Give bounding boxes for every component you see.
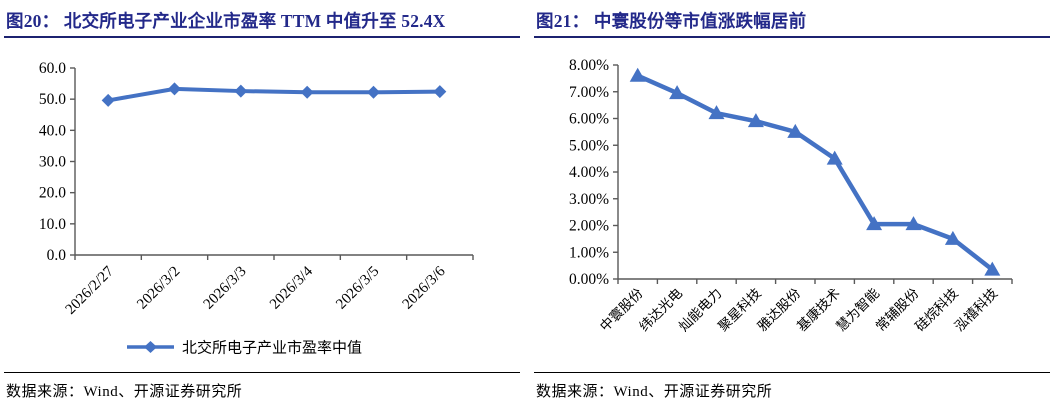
y-tick-label: 1.00% bbox=[569, 244, 609, 261]
data-point-marker bbox=[866, 216, 883, 231]
y-tick-label: 30.0 bbox=[39, 154, 66, 171]
figure-21: 图21： 中寰股份等市值涨跌幅居前 0.00% 1.00% 2.00% 3.00% 4.… bbox=[530, 0, 1060, 401]
legend-label: 北交所电子产业市盈率中值 bbox=[182, 339, 362, 357]
data-point-marker bbox=[629, 67, 646, 82]
data-point-marker bbox=[168, 82, 181, 96]
x-category-label: 2026/3/6 bbox=[400, 263, 449, 312]
data-point-marker bbox=[101, 93, 115, 107]
y-tick-label: 60.0 bbox=[39, 60, 66, 77]
data-point-marker bbox=[708, 105, 725, 120]
data-point-marker bbox=[944, 230, 961, 245]
x-category-label: 2026/3/2 bbox=[134, 264, 183, 313]
y-tick-label: 6.00% bbox=[569, 111, 609, 128]
market-cap-change-line-chart: 0.00% 1.00% 2.00% 3.00% 4.00% 5.00% 6.00% 7.00%… bbox=[569, 57, 1013, 334]
y-tick-label: 10.0 bbox=[39, 216, 66, 233]
pe-ttm-line-chart: 0.0 10.0 20.0 30.0 40.0 50.0 60.0 2026/2/27 2026… bbox=[39, 60, 474, 357]
data-point-marker bbox=[905, 216, 922, 231]
figure-20-title: 图20： 北交所电子产业企业市盈率 TTM 中值升至 52.4X bbox=[4, 0, 520, 38]
data-point-marker bbox=[234, 84, 248, 98]
y-tick-label: 0.00% bbox=[569, 271, 609, 288]
x-category-label: 2026/3/3 bbox=[201, 264, 250, 313]
x-category-label: 2026/2/27 bbox=[63, 263, 118, 318]
data-point-marker bbox=[826, 150, 843, 165]
x-category-label: 2026/3/4 bbox=[267, 263, 316, 312]
legend-diamond-marker bbox=[144, 341, 157, 353]
figure-20: 图20： 北交所电子产业企业市盈率 TTM 中值升至 52.4X 0.0 10.0… bbox=[0, 0, 530, 401]
y-tick-label: 5.00% bbox=[569, 137, 609, 154]
y-tick-label: 40.0 bbox=[39, 122, 66, 139]
data-point-marker bbox=[433, 85, 447, 99]
chart-legend: 北交所电子产业市盈率中值 bbox=[127, 339, 362, 357]
data-point-marker bbox=[669, 85, 686, 100]
data-point-marker bbox=[300, 85, 314, 99]
data-point-marker bbox=[984, 261, 1001, 276]
report-figures-row: 图20： 北交所电子产业企业市盈率 TTM 中值升至 52.4X 0.0 10.0… bbox=[0, 0, 1060, 401]
x-category-label: 2026/3/5 bbox=[333, 264, 382, 313]
y-tick-label: 50.0 bbox=[39, 91, 66, 108]
data-point-marker bbox=[787, 123, 804, 138]
y-tick-label: 0.0 bbox=[47, 247, 67, 264]
figure-20-source-note: 数据来源：Wind、开源证券研究所 bbox=[4, 372, 520, 401]
y-tick-label: 7.00% bbox=[569, 84, 609, 101]
y-tick-label: 8.00% bbox=[569, 57, 609, 74]
figure-21-title: 图21： 中寰股份等市值涨跌幅居前 bbox=[534, 0, 1050, 38]
data-line bbox=[106, 86, 442, 103]
figure-21-source-note: 数据来源：Wind、开源证券研究所 bbox=[534, 372, 1050, 401]
y-tick-label: 4.00% bbox=[569, 164, 609, 181]
data-point-marker bbox=[367, 85, 380, 99]
data-line bbox=[635, 73, 995, 272]
y-tick-label: 20.0 bbox=[39, 185, 66, 202]
data-point-marker bbox=[747, 113, 764, 128]
x-category-label: 泓禧科技 bbox=[952, 285, 1001, 334]
y-tick-label: 3.00% bbox=[569, 191, 609, 208]
y-tick-label: 2.00% bbox=[569, 218, 609, 235]
